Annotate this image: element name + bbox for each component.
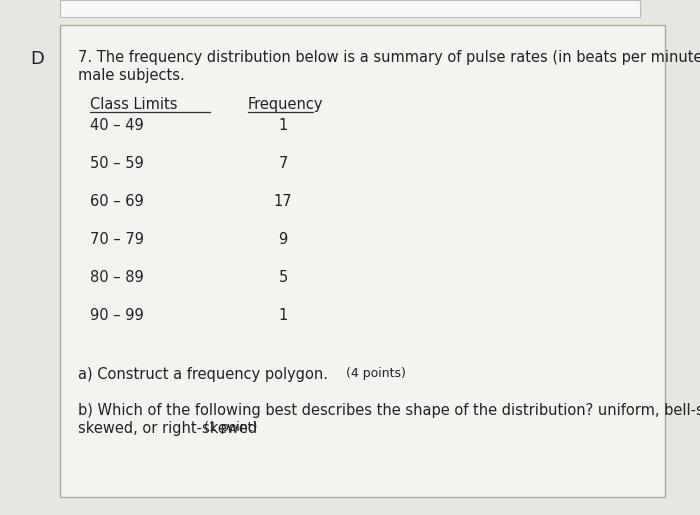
Text: 40 – 49: 40 – 49 (90, 118, 144, 133)
Text: (1 point): (1 point) (204, 421, 258, 434)
Bar (60, 0, 640, 17)
Text: 17: 17 (274, 194, 293, 209)
Text: 60 – 69: 60 – 69 (90, 194, 144, 209)
Text: 1: 1 (279, 308, 288, 323)
Text: 1: 1 (279, 118, 288, 133)
Text: 50 – 59: 50 – 59 (90, 156, 144, 171)
Text: D: D (30, 50, 44, 68)
Text: (4 points): (4 points) (346, 367, 406, 380)
Text: Class Limits: Class Limits (90, 97, 178, 112)
Text: 90 – 99: 90 – 99 (90, 308, 144, 323)
Text: skewed, or right-skewed: skewed, or right-skewed (78, 421, 262, 436)
Text: 80 – 89: 80 – 89 (90, 270, 144, 285)
Text: male subjects.: male subjects. (78, 68, 185, 83)
Text: b) Which of the following best describes the shape of the distribution? uniform,: b) Which of the following best describes… (78, 403, 700, 418)
Text: 9: 9 (279, 232, 288, 247)
Text: 70 – 79: 70 – 79 (90, 232, 144, 247)
Text: 5: 5 (279, 270, 288, 285)
Text: 7. The frequency distribution below is a summary of pulse rates (in beats per mi: 7. The frequency distribution below is a… (78, 50, 700, 65)
Text: a) Construct a frequency polygon.: a) Construct a frequency polygon. (78, 367, 332, 382)
Text: 7: 7 (279, 156, 288, 171)
Bar (60, 25, 665, 497)
Text: Frequency: Frequency (248, 97, 323, 112)
